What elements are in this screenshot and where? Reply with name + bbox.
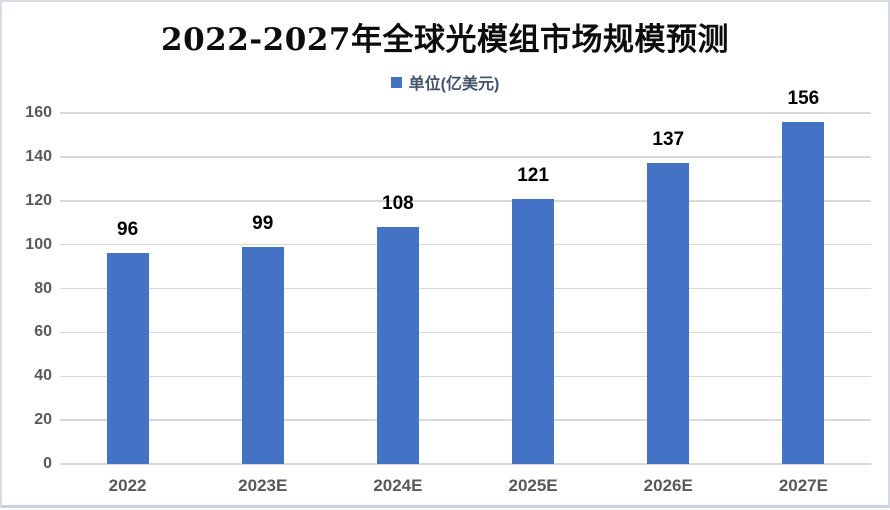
x-tick-label: 2022	[108, 476, 147, 495]
y-tick-label: 100	[25, 235, 52, 253]
bar	[647, 163, 690, 464]
legend: 单位(亿美元)	[2, 70, 888, 94]
y-tick-label: 20	[34, 411, 52, 429]
bar-value-label: 156	[787, 87, 820, 109]
x-tick-label: 2023E	[238, 476, 288, 495]
legend-marker-icon	[390, 76, 402, 88]
bar	[782, 121, 825, 464]
y-tick-label: 60	[34, 323, 52, 341]
bar-value-label: 108	[382, 193, 414, 215]
gridline	[60, 200, 871, 202]
x-tick-label: 2025E	[508, 476, 558, 495]
x-tick-label: 2026E	[643, 476, 693, 495]
gridline	[60, 156, 871, 158]
y-tick-label: 140	[25, 147, 52, 165]
x-tick-label: 2027E	[778, 476, 828, 495]
bar	[241, 246, 284, 464]
bar-value-label: 121	[517, 164, 549, 186]
chart-title: 2022-2027年全球光模组市场规模预测	[161, 22, 729, 58]
bar-value-label: 99	[252, 212, 274, 234]
gridline	[60, 112, 871, 114]
gridline	[60, 287, 871, 290]
bar	[512, 198, 555, 464]
gridline	[60, 419, 871, 421]
y-tick-label: 40	[34, 367, 52, 385]
y-tick-label: 80	[34, 279, 52, 297]
x-tick-label: 2024E	[373, 476, 423, 495]
gridline	[60, 463, 871, 465]
legend-label: 单位(亿美元)	[408, 76, 500, 93]
bar-value-label: 96	[117, 219, 139, 241]
y-tick-label: 160	[25, 104, 52, 121]
bar	[106, 253, 149, 464]
gridline	[60, 375, 871, 377]
bar	[376, 227, 419, 464]
gridline	[60, 331, 871, 334]
gridline	[60, 243, 871, 246]
y-tick-label: 0	[43, 455, 52, 472]
bar-value-label: 137	[652, 129, 685, 151]
y-tick-label: 120	[25, 191, 52, 209]
